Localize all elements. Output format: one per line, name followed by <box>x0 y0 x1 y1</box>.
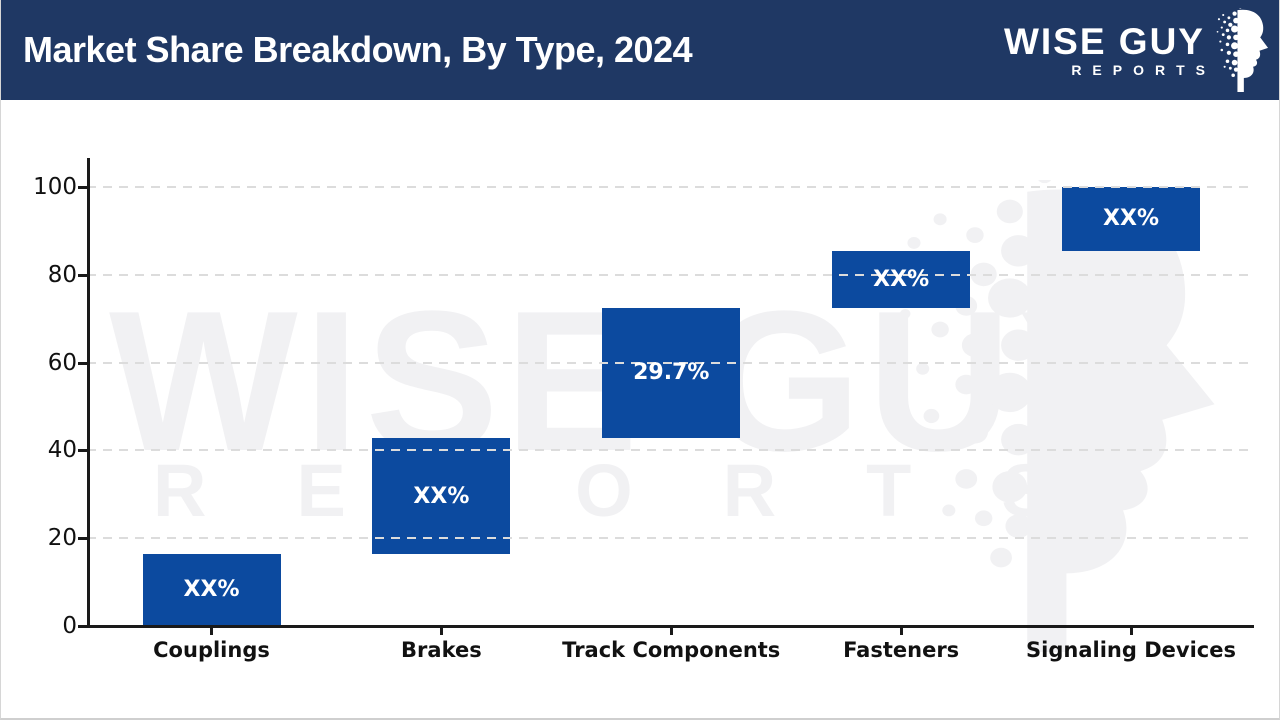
gridline-y100 <box>87 186 1254 188</box>
logo-wordmark: WISE GUY <box>1003 21 1205 62</box>
y-axis-tick-label: 20 <box>47 525 77 552</box>
x-axis-category-label-couplings: Couplings <box>153 638 270 662</box>
y-axis-tick <box>78 361 87 365</box>
x-axis-category-label-fasteners: Fasteners <box>843 638 960 662</box>
chart-title: Market Share Breakdown, By Type, 2024 <box>23 29 693 70</box>
y-axis-tick <box>78 273 87 277</box>
wiseguy-logo-text: WISE GUY REPORTS <box>1004 23 1205 77</box>
x-axis-tick <box>899 626 903 635</box>
x-axis-tick <box>669 626 673 635</box>
y-axis-tick-label: 40 <box>47 437 77 464</box>
logo-subtitle: REPORTS <box>1071 62 1216 78</box>
bar-couplings <box>142 554 281 626</box>
x-axis-category-label-signaling-devices: Signaling Devices <box>1026 638 1236 662</box>
gridline-y40 <box>87 449 1254 452</box>
gridline-y60 <box>87 361 1254 364</box>
y-axis-tick <box>78 537 87 541</box>
y-axis-tick-label: 80 <box>47 261 77 288</box>
x-axis-tick <box>210 626 213 635</box>
y-axis-tick <box>78 186 87 189</box>
bar-value-label-couplings: XX% <box>183 577 240 603</box>
bar-fasteners <box>832 250 971 308</box>
wiseguy-logo: WISE GUY REPORTS <box>1004 0 1273 100</box>
x-axis-tick <box>439 626 443 635</box>
y-axis-tick-label: 0 <box>62 613 77 639</box>
y-axis-tick <box>78 449 87 453</box>
gridline-y20 <box>87 537 1254 540</box>
y-axis-tick-label: 100 <box>33 174 77 200</box>
x-axis-tick <box>1129 626 1133 635</box>
y-axis-tick <box>78 625 87 628</box>
x-axis-line <box>87 625 1254 628</box>
bar-value-label-fasteners: XX% <box>873 266 930 292</box>
y-axis-tick-label: 60 <box>47 349 77 376</box>
bar-track-components <box>602 307 741 439</box>
bar-value-label-signaling-devices: XX% <box>1103 206 1159 232</box>
bar-value-label-track-components: 29.7% <box>633 360 710 386</box>
x-axis-category-label-track-components: Track Components <box>562 638 781 662</box>
gridline-y80 <box>87 273 1254 276</box>
bar-brakes <box>372 438 511 554</box>
bar-signaling-devices <box>1062 187 1200 251</box>
header: Market Share Breakdown, By Type, 2024 WI… <box>1 0 1279 100</box>
wiseguy-head-icon <box>1216 8 1269 92</box>
y-axis-line <box>87 158 90 628</box>
x-axis-category-label-brakes: Brakes <box>401 638 482 662</box>
bar-value-label-brakes: XX% <box>413 483 470 509</box>
